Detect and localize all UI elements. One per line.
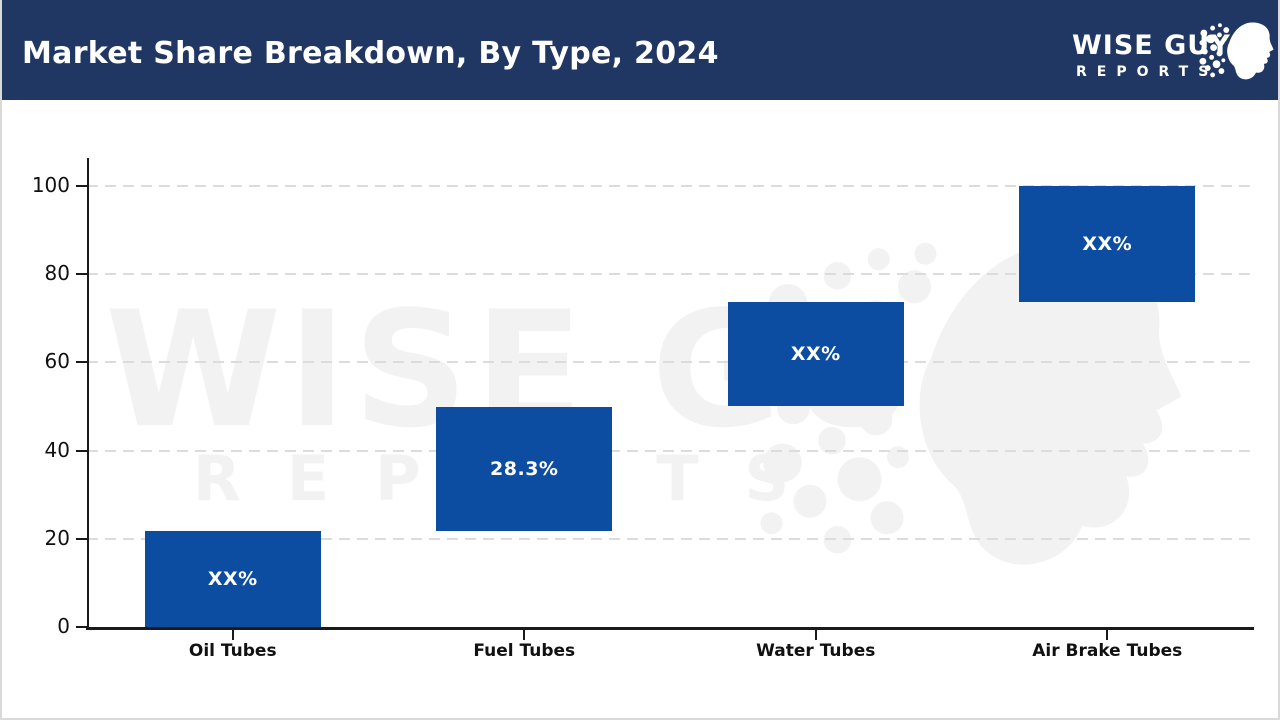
x-tick-mark: [814, 630, 817, 640]
bar-value-label: XX%: [1082, 233, 1133, 256]
y-axis-line: [87, 158, 89, 630]
y-tick-mark: [76, 185, 87, 187]
y-tick-label: 60: [44, 349, 70, 374]
x-axis-line: [86, 627, 1254, 630]
y-tick-mark: [76, 449, 87, 452]
bar-segment: XX%: [727, 302, 904, 407]
logo-subtitle: REPORTS: [1076, 64, 1219, 80]
y-tick-label: 80: [44, 261, 70, 286]
x-category-label: Oil Tubes: [188, 641, 277, 661]
gridline: [87, 185, 1253, 187]
y-tick-mark: [76, 626, 87, 628]
x-tick-mark: [1106, 630, 1109, 640]
y-tick-mark: [76, 361, 87, 364]
y-tick-label: 20: [44, 525, 70, 550]
gridline: [87, 361, 1253, 364]
bar-value-label: XX%: [790, 343, 841, 366]
gridline: [87, 537, 1253, 540]
y-tick-mark: [76, 537, 87, 540]
page-title: Market Share Breakdown, By Type, 2024: [22, 36, 719, 71]
y-tick-label: 0: [57, 614, 70, 638]
y-tick-mark: [76, 273, 87, 276]
bar-value-label: 28.3%: [490, 457, 559, 480]
y-tick-label: 40: [44, 437, 70, 462]
wise-guy-reports-logo: WISE GUY REPORTS: [1030, 6, 1274, 96]
x-tick-mark: [523, 630, 526, 640]
x-category-label: Air Brake Tubes: [1032, 641, 1183, 661]
bar-value-label: XX%: [207, 568, 258, 591]
x-category-label: Water Tubes: [756, 641, 876, 661]
y-tick-label: 100: [31, 173, 70, 197]
bar-segment: XX%: [144, 531, 321, 627]
bar-segment: 28.3%: [436, 406, 613, 532]
logo-head-icon: [1199, 22, 1274, 80]
header-bar: Market Share Breakdown, By Type, 2024 WI…: [0, 0, 1280, 100]
x-category-label: Fuel Tubes: [473, 641, 576, 661]
gridline: [87, 449, 1253, 452]
bar-segment: XX%: [1019, 186, 1196, 303]
gridline: [87, 273, 1253, 276]
x-tick-mark: [231, 630, 234, 640]
waterfall-chart: 0 20 40 60 80 100 XX% Oil Tubes 28.3% Fuel Tubes X…: [0, 100, 1280, 720]
